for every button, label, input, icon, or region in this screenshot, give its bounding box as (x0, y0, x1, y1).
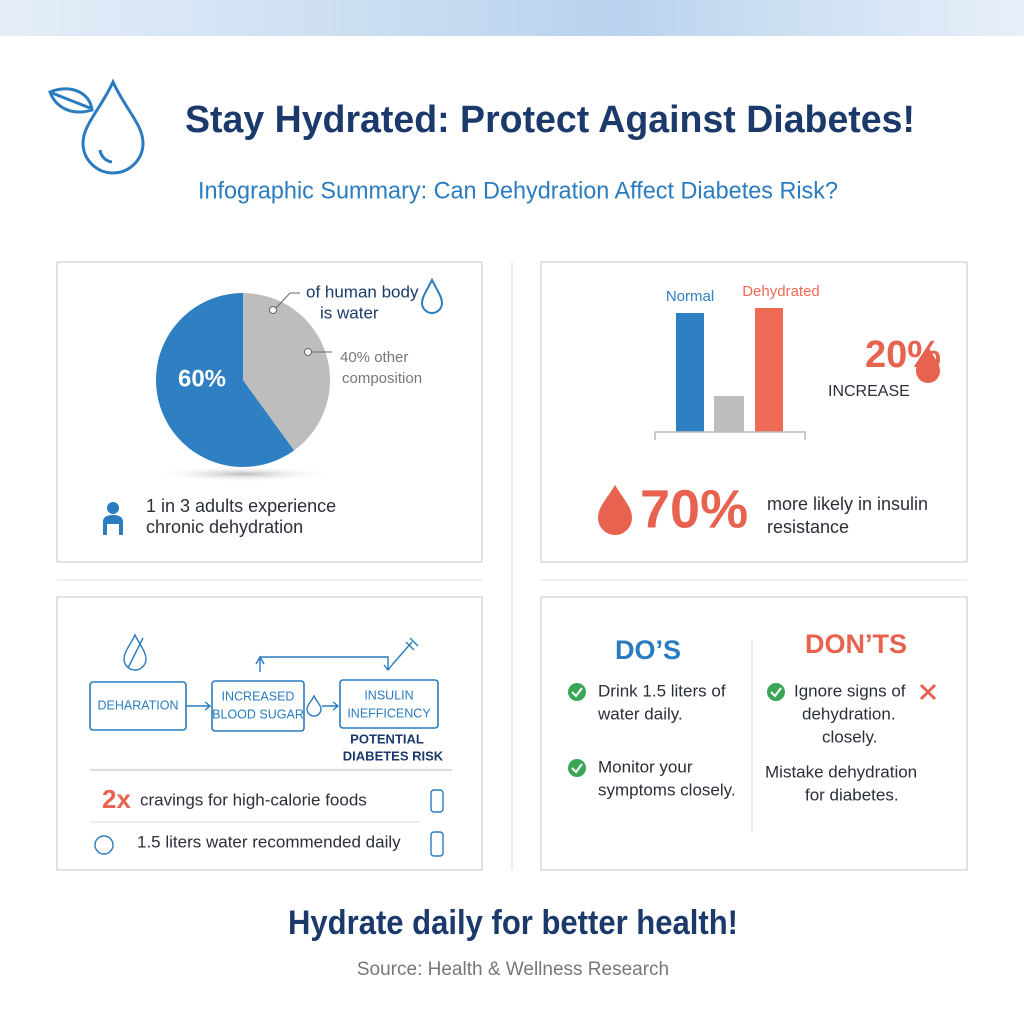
decoration (430, 789, 444, 813)
flow-result: POTENTIAL (350, 731, 424, 746)
flow-node (211, 680, 305, 732)
flow-arrows (186, 655, 393, 711)
bar-label: Dehydrated (742, 283, 820, 300)
fact-text: 1.5 liters water recommended daily (137, 832, 401, 851)
decoration (48, 87, 94, 114)
callout-text: composition (342, 370, 422, 387)
dont-text: Mistake dehydration (765, 762, 917, 781)
decoration (123, 633, 147, 671)
donts-title: DON’TS (805, 629, 907, 659)
dont-text: dehydration. (802, 704, 896, 723)
dont-text: for diabetes. (805, 785, 899, 804)
subtitle: Infographic Summary: Can Dehydration Aff… (198, 177, 838, 204)
decoration (81, 78, 145, 175)
baseline (654, 431, 806, 440)
panel (540, 596, 968, 871)
title: Stay Hydrated: Protect Against Diabetes! (185, 99, 915, 141)
pie-slice (243, 293, 331, 451)
bar (755, 308, 783, 432)
stat-text: 1 in 3 adults experience (146, 496, 336, 516)
flow-icons (123, 633, 419, 717)
apple-icon (94, 835, 114, 855)
dont-text: closely. (822, 727, 877, 746)
stat-text: chronic dehydration (146, 517, 303, 537)
flow-result: DIABETES RISK (343, 748, 444, 763)
person-icon (103, 502, 123, 535)
bar-chart: Normal Dehydrated (666, 283, 820, 432)
bar-label: Normal (666, 288, 714, 305)
insulin-text: resistance (767, 517, 849, 537)
pie-shadow (153, 466, 333, 482)
flow-label: INCREASED (222, 689, 295, 703)
tagline: Hydrate daily for better health! (288, 904, 738, 942)
do-text: water daily. (597, 704, 683, 723)
bar (714, 396, 744, 432)
flow-label: INSULIN (364, 688, 413, 702)
callout-text: 40% other (340, 349, 408, 366)
callout-text: of human body (306, 282, 419, 301)
flow-label: INEFFICENCY (347, 706, 431, 720)
logo-icon (48, 78, 145, 175)
do-text: Monitor your (598, 757, 693, 776)
flow-label: DEHARATION (97, 698, 178, 712)
decoration (275, 292, 300, 309)
decoration (98, 149, 113, 164)
decoration (767, 683, 785, 701)
flow-label: BLOOD SUGAR (212, 707, 304, 721)
check-icons (568, 683, 937, 777)
pie-slice (156, 293, 295, 467)
decoration (306, 694, 322, 717)
pie-label: 60% (178, 365, 226, 392)
decoration (919, 683, 937, 701)
decoration: DEHARATION INCREASED BLOOD SUGAR INSULIN… (97, 688, 431, 721)
pie-chart (156, 293, 331, 467)
decoration: Drink 1.5 liters of water daily. Monitor… (597, 681, 917, 804)
dont-text: Ignore signs of (794, 681, 906, 700)
decoration (568, 683, 586, 701)
decoration (103, 515, 123, 535)
callout-text: is water (320, 303, 379, 322)
callout (269, 292, 332, 356)
increase-label: INCREASE (828, 383, 910, 400)
decoration (430, 831, 444, 857)
dos-title: DO’S (615, 635, 681, 665)
do-text: symptoms closely. (598, 780, 736, 799)
drop-icon (598, 485, 632, 535)
flow-node (339, 679, 439, 729)
decoration (304, 348, 312, 356)
fact-value: 2x (102, 784, 131, 814)
decoration (568, 759, 586, 777)
bar (676, 313, 704, 432)
drop-icon (420, 277, 444, 314)
do-text: Drink 1.5 liters of (598, 681, 726, 700)
decoration (107, 502, 119, 514)
insulin-value: 70% (640, 479, 748, 539)
decoration (269, 306, 277, 314)
insulin-text: more likely in insulin (767, 494, 928, 514)
top-band (0, 0, 1024, 36)
bottle-icons (430, 789, 444, 857)
decoration (391, 637, 419, 666)
decoration (127, 637, 144, 669)
fact-text: cravings for high-calorie foods (140, 790, 367, 809)
decoration (571, 687, 782, 774)
drop-icon (916, 346, 940, 383)
source: Source: Health & Wellness Research (357, 959, 669, 980)
